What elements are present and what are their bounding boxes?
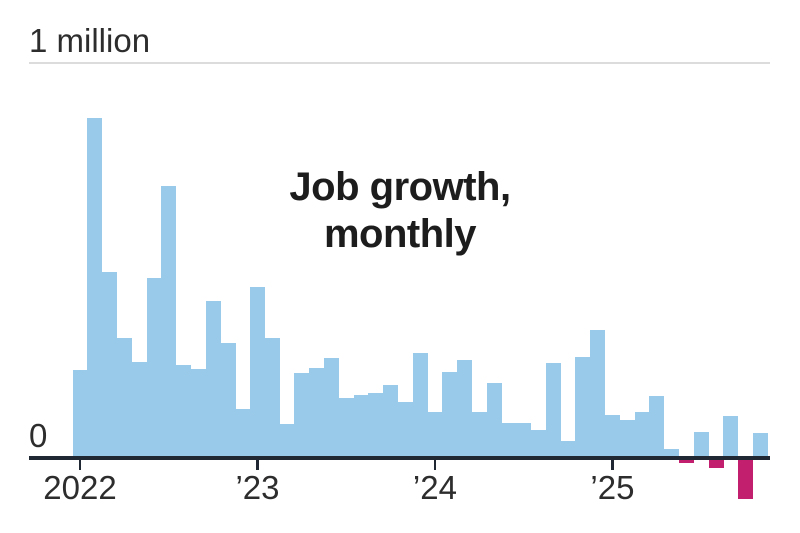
bar-dec-2023 [412,353,428,458]
bar-jul-2025 [693,431,709,458]
bar-dec-2022 [235,408,251,458]
bar-feb-2022 [87,117,103,458]
bar-aug-2022 [176,364,192,458]
bar-oct-2025 [738,458,754,499]
bar-aug-2023 [353,395,369,458]
bar-jun-2025 [678,458,695,464]
x-tick-label-24: ’24 [412,469,457,506]
bar-sep-2025 [723,415,739,458]
bar-apr-2023 [294,373,310,458]
x-tick-mark-23 [256,460,259,470]
x-tick-mark-2022 [78,460,82,470]
bar-jan-2023 [250,286,266,458]
chart-title-line1: Job growth, [289,165,511,209]
bar-jun-2024 [501,422,517,458]
bar-feb-2023 [264,338,280,458]
bar-jul-2022 [161,185,177,458]
bar-mar-2023 [279,424,295,458]
bar-nov-2023 [397,401,413,458]
y-gridline-1-million [29,62,770,64]
bar-dec-2024 [590,330,606,458]
x-tick-mark-25 [611,460,614,470]
y-axis-zero-label: 0 [29,417,48,454]
bar-aug-2024 [531,429,547,458]
bar-jan-2025 [605,414,621,458]
bar-jan-2022 [72,370,88,458]
bar-oct-2023 [383,384,399,458]
bar-mar-2022 [102,272,118,458]
bar-mar-2024 [457,360,473,458]
x-tick-mark-24 [433,460,437,470]
bar-aug-2025 [708,458,724,469]
bar-oct-2022 [205,301,221,458]
x-axis-zero-line [29,456,770,460]
bar-may-2022 [131,362,147,458]
bar-jun-2023 [324,358,340,458]
bar-mar-2025 [634,411,650,458]
x-tick-label-2022: 2022 [43,469,117,506]
bar-oct-2024 [560,440,576,458]
x-tick-label-23: ’23 [235,469,280,506]
bar-nov-2022 [220,342,236,458]
bar-may-2025 [664,448,680,458]
bar-sep-2022 [190,368,206,458]
bar-sep-2024 [545,363,561,458]
bar-jan-2024 [427,411,443,458]
bar-jun-2022 [146,277,162,458]
y-axis-max-label: 1 million [29,22,151,59]
bar-may-2024 [486,383,502,458]
bar-feb-2025 [619,419,635,458]
bar-may-2023 [309,367,325,458]
chart-title-line2: monthly [323,212,477,256]
bar-sep-2023 [368,392,384,458]
bar-apr-2022 [116,338,132,458]
bar-feb-2024 [442,371,458,458]
bar-apr-2025 [649,395,665,458]
bar-nov-2025 [752,432,768,458]
chart-title: Job growth, monthly [200,164,600,258]
x-tick-label-25: ’25 [590,469,635,506]
bar-apr-2024 [471,412,487,458]
bar-nov-2024 [575,356,591,458]
bar-jul-2023 [338,397,354,458]
bar-jul-2024 [516,422,532,458]
